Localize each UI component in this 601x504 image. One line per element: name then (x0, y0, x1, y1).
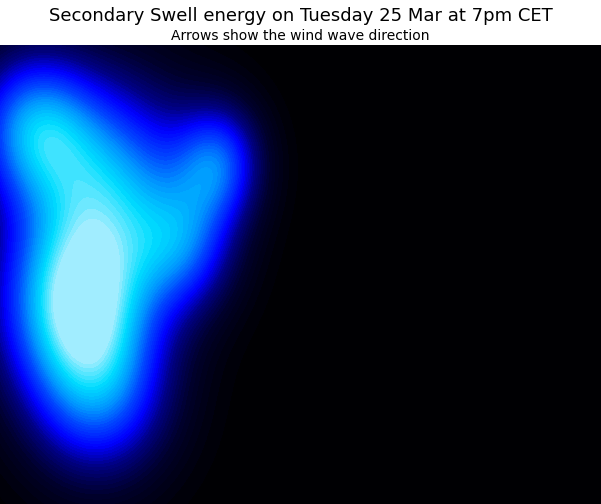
Text: Secondary Swell energy on Tuesday 25 Mar at 7pm CET: Secondary Swell energy on Tuesday 25 Mar… (49, 7, 552, 25)
Text: Arrows show the wind wave direction: Arrows show the wind wave direction (171, 29, 430, 43)
